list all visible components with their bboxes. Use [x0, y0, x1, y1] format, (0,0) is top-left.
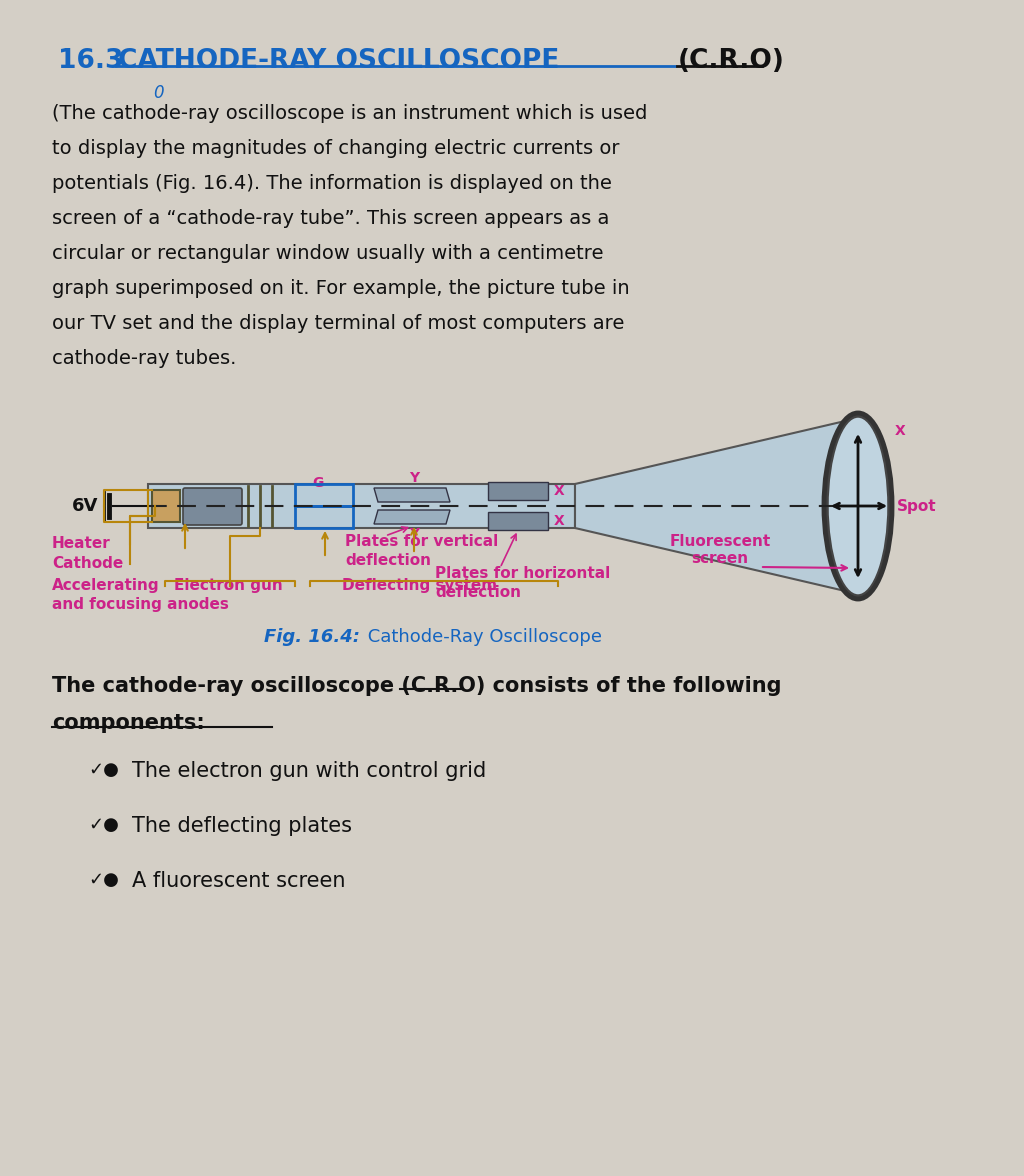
- FancyBboxPatch shape: [488, 482, 548, 500]
- Polygon shape: [374, 488, 450, 502]
- Polygon shape: [575, 417, 858, 594]
- Text: G: G: [312, 476, 324, 490]
- Text: The electron gun with control grid: The electron gun with control grid: [132, 761, 486, 781]
- Text: Plates for vertical
deflection: Plates for vertical deflection: [345, 534, 499, 568]
- Text: Deflecting system: Deflecting system: [342, 577, 498, 593]
- Ellipse shape: [827, 416, 889, 596]
- Text: ✓●: ✓●: [88, 816, 119, 834]
- Text: Electron gun: Electron gun: [174, 577, 283, 593]
- Text: Spot: Spot: [897, 499, 937, 514]
- Text: Cathode-Ray Oscilloscope: Cathode-Ray Oscilloscope: [362, 628, 602, 646]
- Text: Fig. 16.4:: Fig. 16.4:: [264, 628, 360, 646]
- Text: Fluorescent
screen: Fluorescent screen: [670, 534, 771, 566]
- FancyBboxPatch shape: [148, 485, 575, 528]
- FancyBboxPatch shape: [152, 490, 180, 522]
- FancyBboxPatch shape: [488, 512, 548, 530]
- Text: Y: Y: [409, 527, 419, 541]
- Text: ✓●: ✓●: [88, 871, 119, 889]
- Text: (C.R.O): (C.R.O): [678, 48, 784, 74]
- Text: F: F: [161, 499, 171, 513]
- Text: X: X: [554, 485, 565, 497]
- Text: components:: components:: [52, 713, 205, 733]
- Text: Cathode: Cathode: [52, 556, 123, 572]
- Text: our TV set and the display terminal of most computers are: our TV set and the display terminal of m…: [52, 314, 625, 333]
- Text: Heater: Heater: [52, 536, 111, 552]
- Text: ✓●: ✓●: [88, 761, 119, 779]
- Text: circular or rectangular window usually with a centimetre: circular or rectangular window usually w…: [52, 243, 603, 263]
- Text: CATHODE-RAY OSCILLOSCOPE: CATHODE-RAY OSCILLOSCOPE: [118, 48, 559, 74]
- Text: Plates for horizontal
deflection: Plates for horizontal deflection: [435, 566, 610, 600]
- Text: The cathode-ray oscilloscope (C.R.O) consists of the following: The cathode-ray oscilloscope (C.R.O) con…: [52, 676, 781, 696]
- Text: 6V: 6V: [72, 497, 98, 515]
- Text: 0: 0: [153, 83, 164, 102]
- Text: screen of a “cathode-ray tube”. This screen appears as a: screen of a “cathode-ray tube”. This scr…: [52, 209, 609, 228]
- FancyBboxPatch shape: [183, 488, 242, 524]
- Text: potentials (Fig. 16.4). The information is displayed on the: potentials (Fig. 16.4). The information …: [52, 174, 612, 193]
- Text: 16.3: 16.3: [58, 48, 123, 74]
- Text: Y: Y: [409, 472, 419, 485]
- Text: X: X: [895, 425, 906, 437]
- Text: (The cathode-ray oscilloscope is an instrument which is used: (The cathode-ray oscilloscope is an inst…: [52, 103, 647, 123]
- Text: The deflecting plates: The deflecting plates: [132, 816, 352, 836]
- Text: X: X: [554, 514, 565, 528]
- Text: graph superimposed on it. For example, the picture tube in: graph superimposed on it. For example, t…: [52, 279, 630, 298]
- Text: to display the magnitudes of changing electric currents or: to display the magnitudes of changing el…: [52, 139, 620, 158]
- Text: A fluorescent screen: A fluorescent screen: [132, 871, 345, 891]
- Text: cathode-ray tubes.: cathode-ray tubes.: [52, 349, 237, 368]
- Text: Accelerating
and focusing anodes: Accelerating and focusing anodes: [52, 577, 229, 612]
- Polygon shape: [374, 510, 450, 524]
